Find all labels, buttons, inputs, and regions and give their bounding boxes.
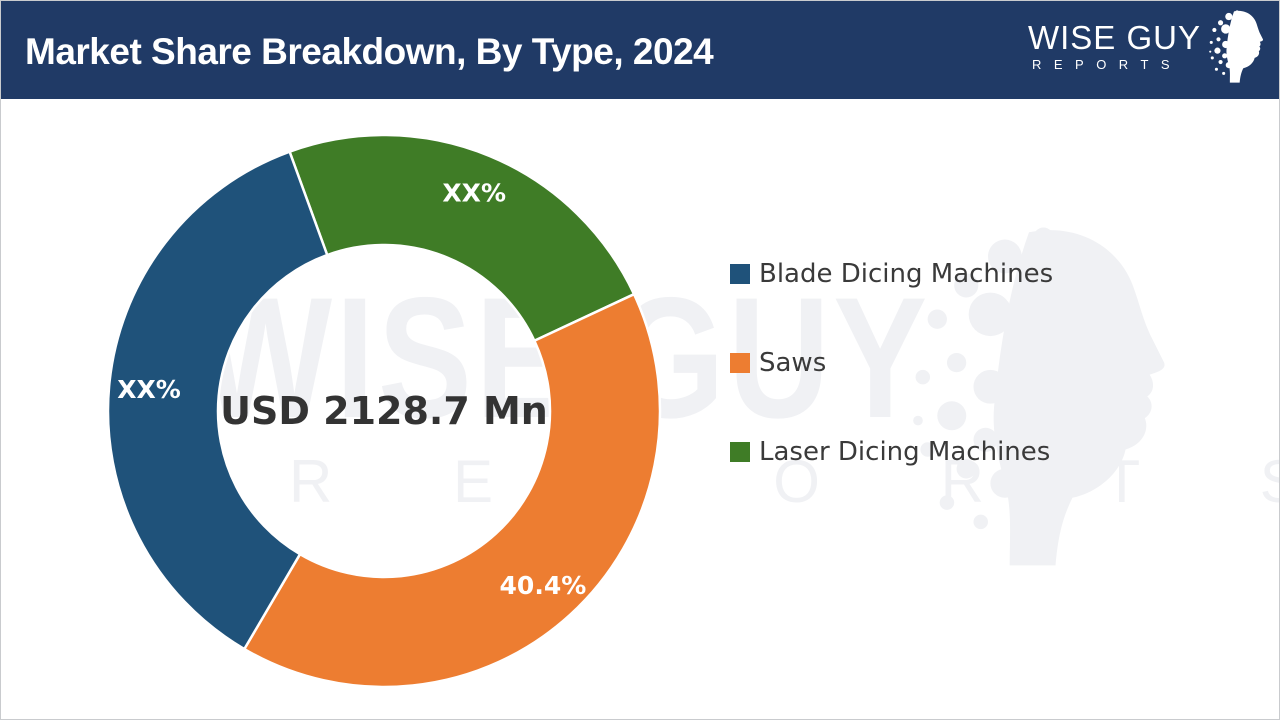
legend-swatch-orange bbox=[730, 353, 750, 373]
legend: Blade Dicing Machines Saws Laser Dicing … bbox=[730, 259, 1053, 531]
slice-value-label: XX% bbox=[117, 375, 181, 404]
legend-item-blade-dicing-machines: Blade Dicing Machines bbox=[730, 259, 1053, 289]
donut-segment-blade-dicing-machines bbox=[106, 150, 329, 651]
slice-value-label: XX% bbox=[442, 178, 506, 207]
donut-chart: XX% 40.4% XX% bbox=[106, 133, 662, 689]
legend-swatch-green bbox=[730, 442, 750, 462]
legend-item-laser-dicing-machines: Laser Dicing Machines bbox=[730, 437, 1053, 467]
legend-label: Blade Dicing Machines bbox=[759, 259, 1054, 289]
logo-subtext: REPORTS bbox=[1031, 57, 1183, 73]
logo-face-icon bbox=[1209, 10, 1264, 83]
legend-swatch-blue bbox=[730, 264, 750, 284]
brand-logo: WISE GUY REPORTS bbox=[1028, 6, 1265, 86]
donut-segment-laser-dicing-machines bbox=[288, 133, 636, 342]
donut-center-value: USD 2128.7 Mn bbox=[220, 389, 548, 433]
slice-value-label: 40.4% bbox=[500, 571, 587, 600]
legend-item-saws: Saws bbox=[730, 348, 1053, 378]
legend-label: Laser Dicing Machines bbox=[759, 437, 1051, 467]
legend-label: Saws bbox=[759, 348, 827, 378]
logo-wordmark: WISE GUY bbox=[1027, 18, 1201, 56]
logo-text: WISE GUY REPORTS bbox=[1027, 18, 1201, 73]
header-bar: Market Share Breakdown, By Type, 2024 WI… bbox=[1, 1, 1279, 99]
watermark-face-icon bbox=[913, 227, 1165, 566]
donut-segment-saws bbox=[243, 292, 662, 689]
page-title: Market Share Breakdown, By Type, 2024 bbox=[25, 31, 714, 72]
